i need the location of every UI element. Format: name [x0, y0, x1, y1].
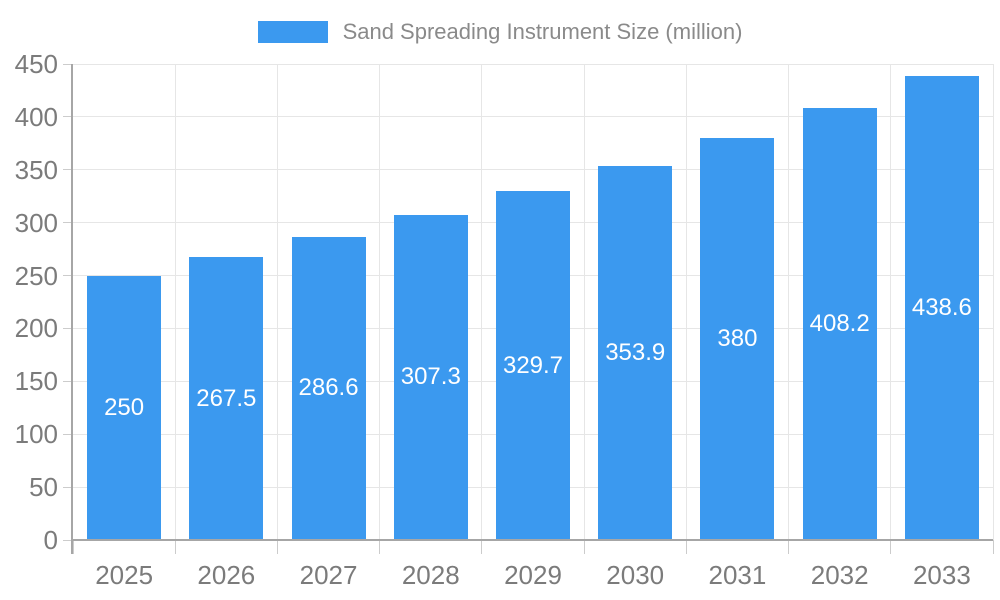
y-axis-line [71, 64, 73, 554]
bar-value-label: 286.6 [298, 374, 359, 402]
bar-value-label: 250 [104, 393, 145, 421]
x-axis-tick [174, 540, 176, 554]
bar[interactable]: 353.9 [598, 165, 673, 540]
y-axis-tick [63, 116, 73, 118]
x-axis-label: 2027 [299, 560, 358, 590]
gridline-horizontal [73, 169, 993, 171]
x-axis-label: 2025 [95, 560, 154, 590]
gridline-vertical [788, 64, 790, 540]
y-axis-label: 100 [14, 419, 58, 450]
x-axis-label: 2026 [197, 560, 256, 590]
gridline-vertical [583, 64, 585, 540]
y-axis-tick [63, 486, 73, 488]
y-axis-label: 0 [43, 525, 58, 555]
y-axis-tick [63, 539, 73, 541]
bar-value-label: 307.3 [400, 363, 461, 391]
bar[interactable]: 267.5 [189, 257, 264, 540]
gridline-vertical [276, 64, 278, 540]
gridline-horizontal [73, 63, 993, 65]
y-axis-tick [63, 433, 73, 435]
bar[interactable]: 250 [87, 275, 162, 540]
x-axis-label: 2029 [504, 560, 562, 590]
y-axis-tick [63, 327, 73, 329]
x-axis-tick [379, 540, 381, 554]
bar-value-label: 438.6 [911, 294, 972, 322]
bar-value-label: 408.2 [809, 310, 870, 338]
gridline-vertical [174, 64, 176, 540]
x-axis-tick [992, 540, 994, 554]
y-axis-label: 450 [14, 49, 58, 79]
x-axis-tick [276, 540, 278, 554]
x-axis-label: 2028 [401, 560, 460, 590]
legend-swatch[interactable] [257, 21, 328, 43]
y-axis-label: 150 [14, 366, 58, 397]
x-axis-tick [685, 540, 687, 554]
y-axis-tick [63, 275, 73, 277]
y-axis-label: 50 [29, 472, 58, 503]
gridline-vertical [992, 64, 994, 540]
y-axis-label: 350 [14, 154, 58, 185]
bar[interactable]: 380 [700, 138, 775, 540]
bar-value-label: 353.9 [605, 338, 666, 366]
gridline-vertical [481, 64, 483, 540]
x-axis-label: 2032 [810, 560, 869, 590]
x-axis-label: 2031 [708, 560, 767, 590]
bar-value-label: 329.7 [502, 351, 564, 379]
y-axis-label: 400 [14, 101, 58, 132]
chart-legend: Sand Spreading Instrument Size (million) [0, 15, 1000, 49]
bar[interactable]: 286.6 [291, 236, 366, 540]
gridline-vertical [890, 64, 892, 540]
bar-value-label: 380 [717, 325, 758, 352]
x-axis-label: 2030 [606, 560, 665, 590]
y-axis-label: 200 [14, 313, 58, 344]
gridline-vertical [379, 64, 381, 540]
y-axis-tick [63, 63, 73, 65]
y-axis-tick [63, 169, 73, 171]
x-axis-tick [890, 540, 892, 554]
x-axis-tick [72, 540, 74, 554]
x-axis-line [73, 539, 993, 541]
y-axis-label: 300 [14, 207, 58, 238]
gridline-vertical [685, 64, 687, 540]
x-axis-label: 2033 [912, 560, 971, 590]
x-axis-tick [583, 540, 585, 554]
bar[interactable]: 329.7 [496, 191, 570, 540]
y-axis-tick [63, 222, 73, 224]
bar[interactable]: 438.6 [904, 76, 979, 540]
y-axis-tick [63, 380, 73, 382]
legend-label[interactable]: Sand Spreading Instrument Size (million) [342, 19, 743, 44]
bar[interactable]: 307.3 [393, 214, 468, 540]
bar[interactable]: 408.2 [802, 108, 877, 540]
y-axis-label: 250 [14, 260, 58, 291]
bar-value-label: 267.5 [196, 384, 257, 412]
gridline-horizontal [73, 116, 993, 118]
x-axis-tick [481, 540, 483, 554]
x-axis-tick [788, 540, 790, 554]
